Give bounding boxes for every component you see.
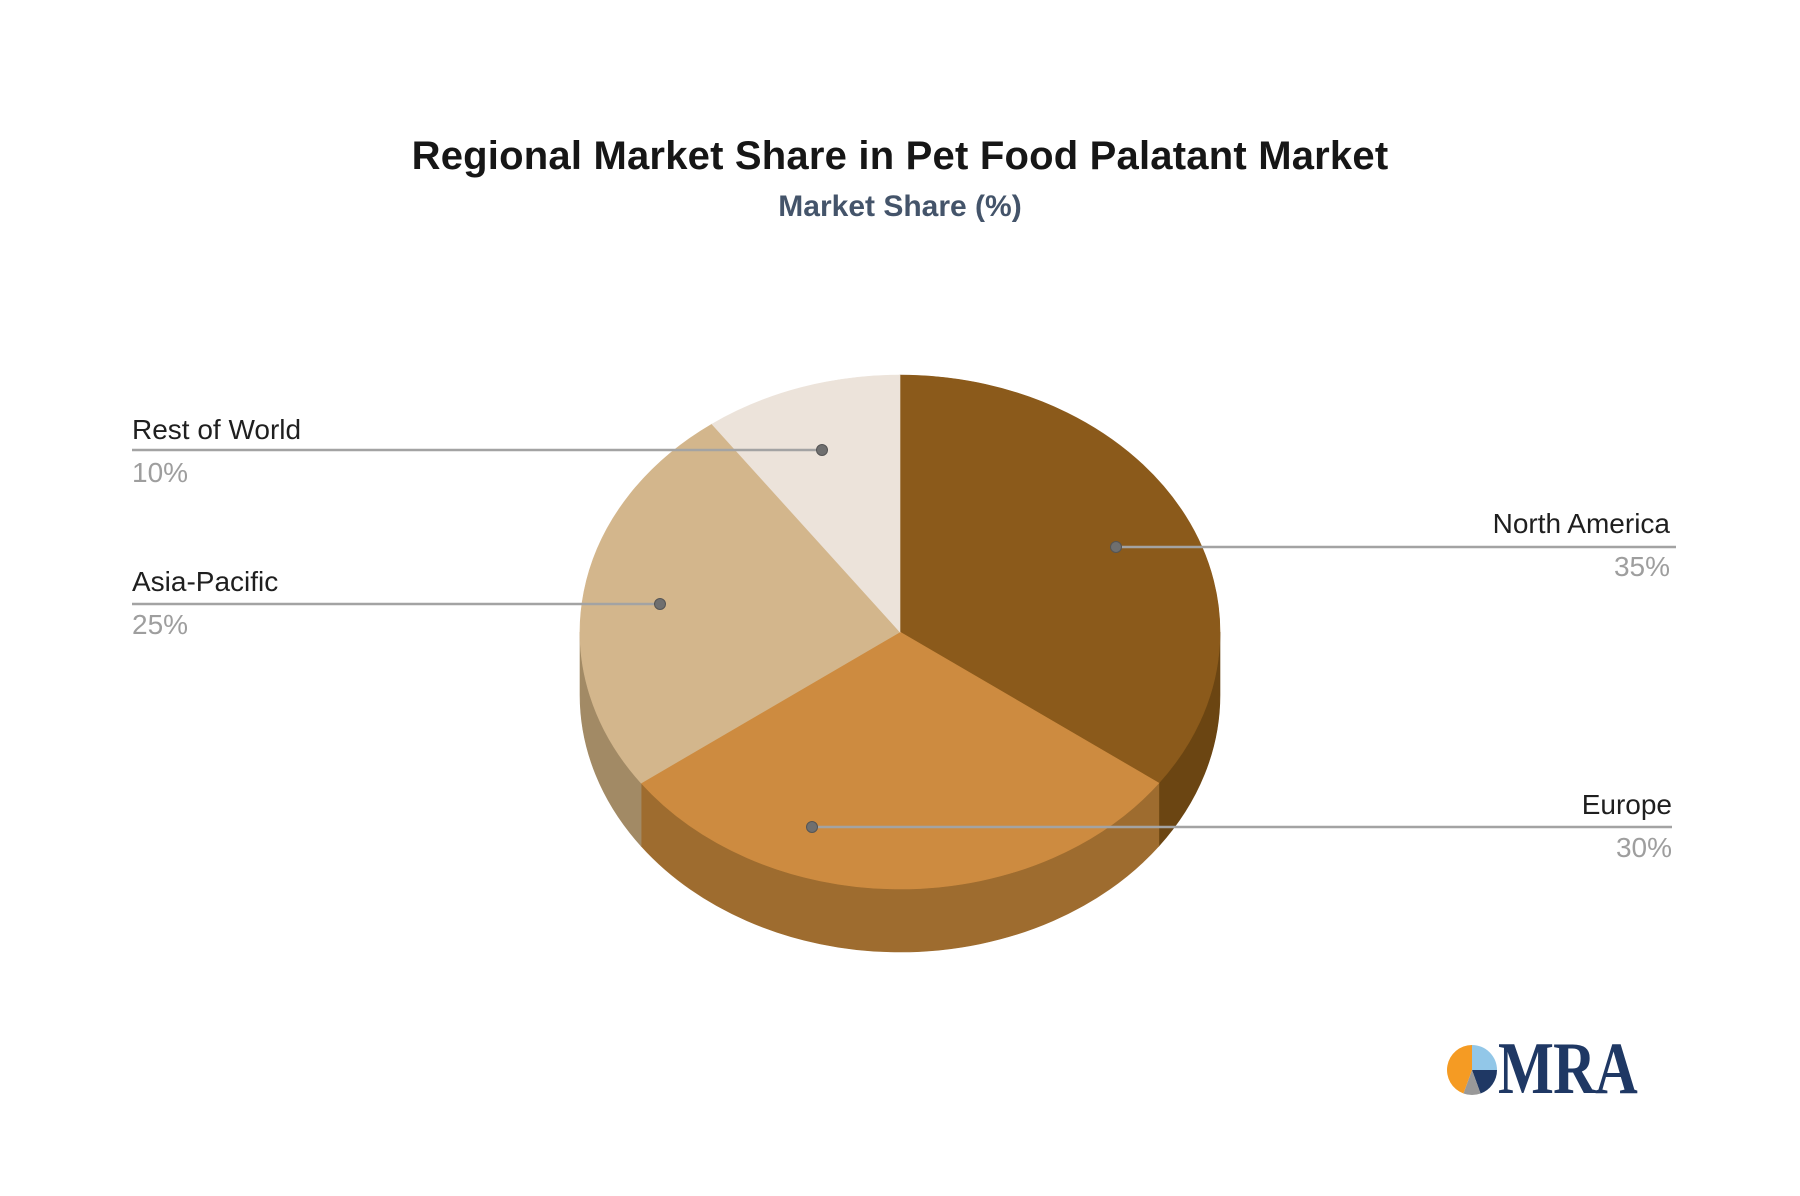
callout-label-rest-of-world: Rest of World [132,414,302,445]
logo-slice-lightblue [1472,1045,1497,1070]
pie-slice-europe[interactable] [640,631,1160,890]
callout-dot-asia-pacific [654,598,666,610]
callout-dot-north-america [1110,541,1122,553]
pie-slice-rest-of-world[interactable] [711,374,901,633]
callout-label-europe: Europe [1581,789,1672,820]
callout-label-asia-pacific: Asia-Pacific [132,566,279,597]
logo-slice-orange [1447,1045,1472,1094]
pie-slice-north-america[interactable] [899,374,1221,784]
callout-pct-north-america: 35% [1613,551,1670,582]
callout-dot-europe [806,821,818,833]
callout-pct-asia-pacific: 25% [132,609,189,640]
mra-logo: MRA [1446,1028,1686,1110]
callout-label-north-america: North America [1492,508,1670,539]
mra-logo-pie-icon [1447,1045,1497,1095]
pie-slice-asia-pacific[interactable] [579,423,901,784]
logo-slice-navy [1472,1070,1497,1094]
callout-pct-rest-of-world: 10% [132,457,189,488]
logo-slice-gray [1463,1070,1481,1095]
chart-title: Regional Market Share in Pet Food Palata… [411,134,1389,178]
mra-logo-text: MRA [1498,1028,1638,1110]
callout-dot-rest-of-world [816,444,828,456]
chart-subtitle: Market Share (%) [778,190,1022,223]
callout-pct-europe: 30% [1615,832,1672,863]
